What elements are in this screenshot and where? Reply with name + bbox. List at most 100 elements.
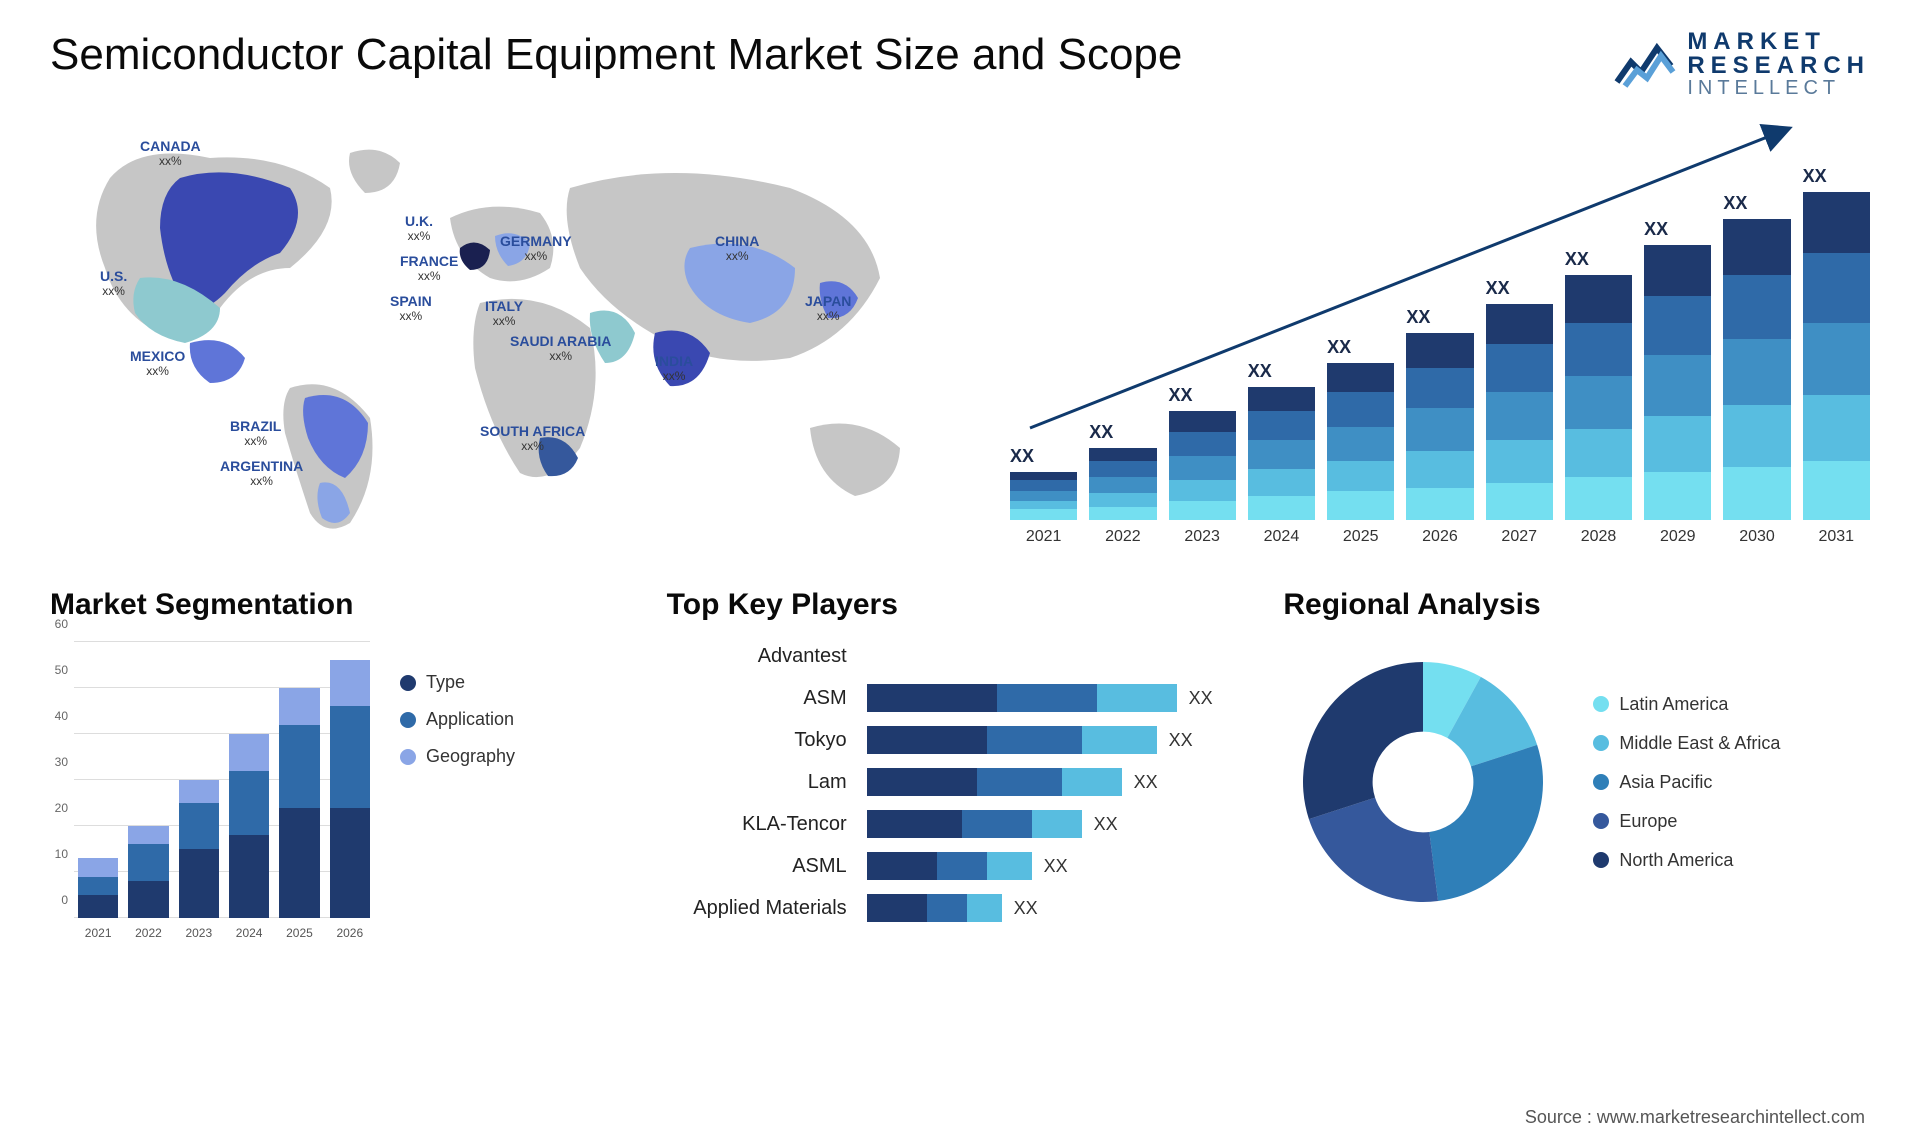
player-name: ASM (667, 684, 847, 712)
map-label: JAPANxx% (805, 293, 851, 323)
map-label: SOUTH AFRICAxx% (480, 423, 585, 453)
player-name: Applied Materials (667, 894, 847, 922)
map-label: BRAZILxx% (230, 418, 281, 448)
segmentation-bar: 2026 (330, 660, 370, 918)
legend-item: Type (400, 672, 515, 693)
player-bar-row: XX (867, 810, 1254, 838)
segmentation-chart: 0102030405060 202120222023202420252026 (50, 642, 370, 942)
page-title: Semiconductor Capital Equipment Market S… (50, 30, 1182, 80)
growth-bar: XX2030 (1723, 219, 1790, 520)
segmentation-bar: 2024 (229, 734, 269, 918)
brand-logo: MARKET RESEARCH INTELLECT (1613, 30, 1870, 98)
player-bar-row: XX (867, 894, 1254, 922)
player-bar-row: XX (867, 768, 1254, 796)
growth-bar: XX2029 (1644, 245, 1711, 520)
segmentation-title: Market Segmentation (50, 588, 637, 622)
segmentation-bar: 2025 (279, 688, 319, 918)
growth-x-label: 2023 (1184, 528, 1220, 546)
regional-panel: Regional Analysis Latin America Middle Ea… (1283, 588, 1870, 942)
growth-x-label: 2027 (1501, 528, 1537, 546)
map-label: INDIAxx% (655, 353, 693, 383)
growth-x-label: 2025 (1343, 528, 1379, 546)
growth-x-label: 2029 (1660, 528, 1696, 546)
map-label: ARGENTINAxx% (220, 458, 303, 488)
regional-legend: Latin America Middle East & Africa Asia Pa… (1593, 694, 1780, 871)
growth-bar: XX2027 (1486, 304, 1553, 520)
map-label: GERMANYxx% (500, 233, 572, 263)
map-label: CANADAxx% (140, 138, 201, 168)
player-bar-row: XX (867, 684, 1254, 712)
growth-bar: XX2028 (1565, 275, 1632, 520)
player-name: Advantest (667, 642, 847, 670)
map-label: SAUDI ARABIAxx% (510, 333, 611, 363)
legend-item: Latin America (1593, 694, 1780, 715)
growth-bar-value: XX (1089, 422, 1113, 443)
growth-x-label: 2026 (1422, 528, 1458, 546)
segmentation-bar: 2023 (179, 780, 219, 918)
regional-donut (1283, 642, 1563, 922)
legend-item: Europe (1593, 811, 1780, 832)
growth-bar: XX2025 (1327, 363, 1394, 520)
map-label: CHINAxx% (715, 233, 759, 263)
growth-bar: XX2023 (1169, 411, 1236, 520)
growth-chart: XX2021XX2022XX2023XX2024XX2025XX2026XX20… (1010, 118, 1870, 548)
growth-bar-value: XX (1327, 337, 1351, 358)
player-value: XX (1189, 688, 1213, 709)
growth-bar-value: XX (1486, 278, 1510, 299)
growth-bar: XX2031 (1803, 192, 1870, 520)
legend-item: Geography (400, 746, 515, 767)
growth-bar-value: XX (1406, 307, 1430, 328)
growth-x-label: 2028 (1581, 528, 1617, 546)
map-label: U.K.xx% (405, 213, 433, 243)
segmentation-bar: 2022 (128, 826, 168, 918)
donut-slice (1309, 798, 1438, 902)
players-bars: XX XX XX XX XX XX (867, 642, 1254, 922)
segmentation-legend: Type Application Geography (400, 642, 515, 767)
growth-bar-value: XX (1803, 166, 1827, 187)
player-value: XX (1169, 730, 1193, 751)
player-name: ASML (667, 852, 847, 880)
logo-line2: RESEARCH (1687, 54, 1870, 78)
map-label: MEXICOxx% (130, 348, 185, 378)
growth-x-label: 2024 (1264, 528, 1300, 546)
growth-bar-value: XX (1248, 361, 1272, 382)
donut-slice (1430, 745, 1544, 901)
donut-slice (1303, 662, 1423, 819)
legend-item: Middle East & Africa (1593, 733, 1780, 754)
player-bar-row: XX (867, 726, 1254, 754)
source-attribution: Source : www.marketresearchintellect.com (1525, 1107, 1865, 1128)
growth-bar-value: XX (1723, 193, 1747, 214)
logo-line1: MARKET (1687, 30, 1870, 54)
growth-x-label: 2030 (1739, 528, 1775, 546)
player-bar-row: XX (867, 852, 1254, 880)
growth-bar-value: XX (1010, 446, 1034, 467)
segmentation-panel: Market Segmentation 0102030405060 202120… (50, 588, 637, 942)
map-label: FRANCExx% (400, 253, 458, 283)
player-bar-row (867, 642, 1254, 670)
players-title: Top Key Players (667, 588, 1254, 622)
legend-item: Application (400, 709, 515, 730)
players-panel: Top Key Players Advantest ASM Tokyo Lam KLA-… (667, 588, 1254, 942)
growth-bar-value: XX (1169, 385, 1193, 406)
logo-mark-icon (1613, 38, 1677, 90)
player-name: Lam (667, 768, 847, 796)
player-value: XX (1134, 772, 1158, 793)
players-labels: Advantest ASM Tokyo Lam KLA-Tencor ASML Applie… (667, 642, 847, 922)
legend-item: Asia Pacific (1593, 772, 1780, 793)
world-map-panel: CANADAxx% U.S.xx% MEXICOxx% BRAZILxx% ARGENT… (50, 118, 970, 548)
map-label: U.S.xx% (100, 268, 127, 298)
map-label: SPAINxx% (390, 293, 432, 323)
player-name: Tokyo (667, 726, 847, 754)
regional-title: Regional Analysis (1283, 588, 1870, 622)
growth-x-label: 2031 (1818, 528, 1854, 546)
growth-bar: XX2021 (1010, 472, 1077, 520)
logo-line3: INTELLECT (1687, 78, 1870, 98)
growth-x-label: 2021 (1026, 528, 1062, 546)
growth-x-label: 2022 (1105, 528, 1141, 546)
segmentation-bar: 2021 (78, 858, 118, 918)
growth-bar-value: XX (1565, 249, 1589, 270)
growth-bar-value: XX (1644, 219, 1668, 240)
player-value: XX (1044, 856, 1068, 877)
player-name: KLA-Tencor (667, 810, 847, 838)
growth-bar: XX2022 (1089, 448, 1156, 520)
